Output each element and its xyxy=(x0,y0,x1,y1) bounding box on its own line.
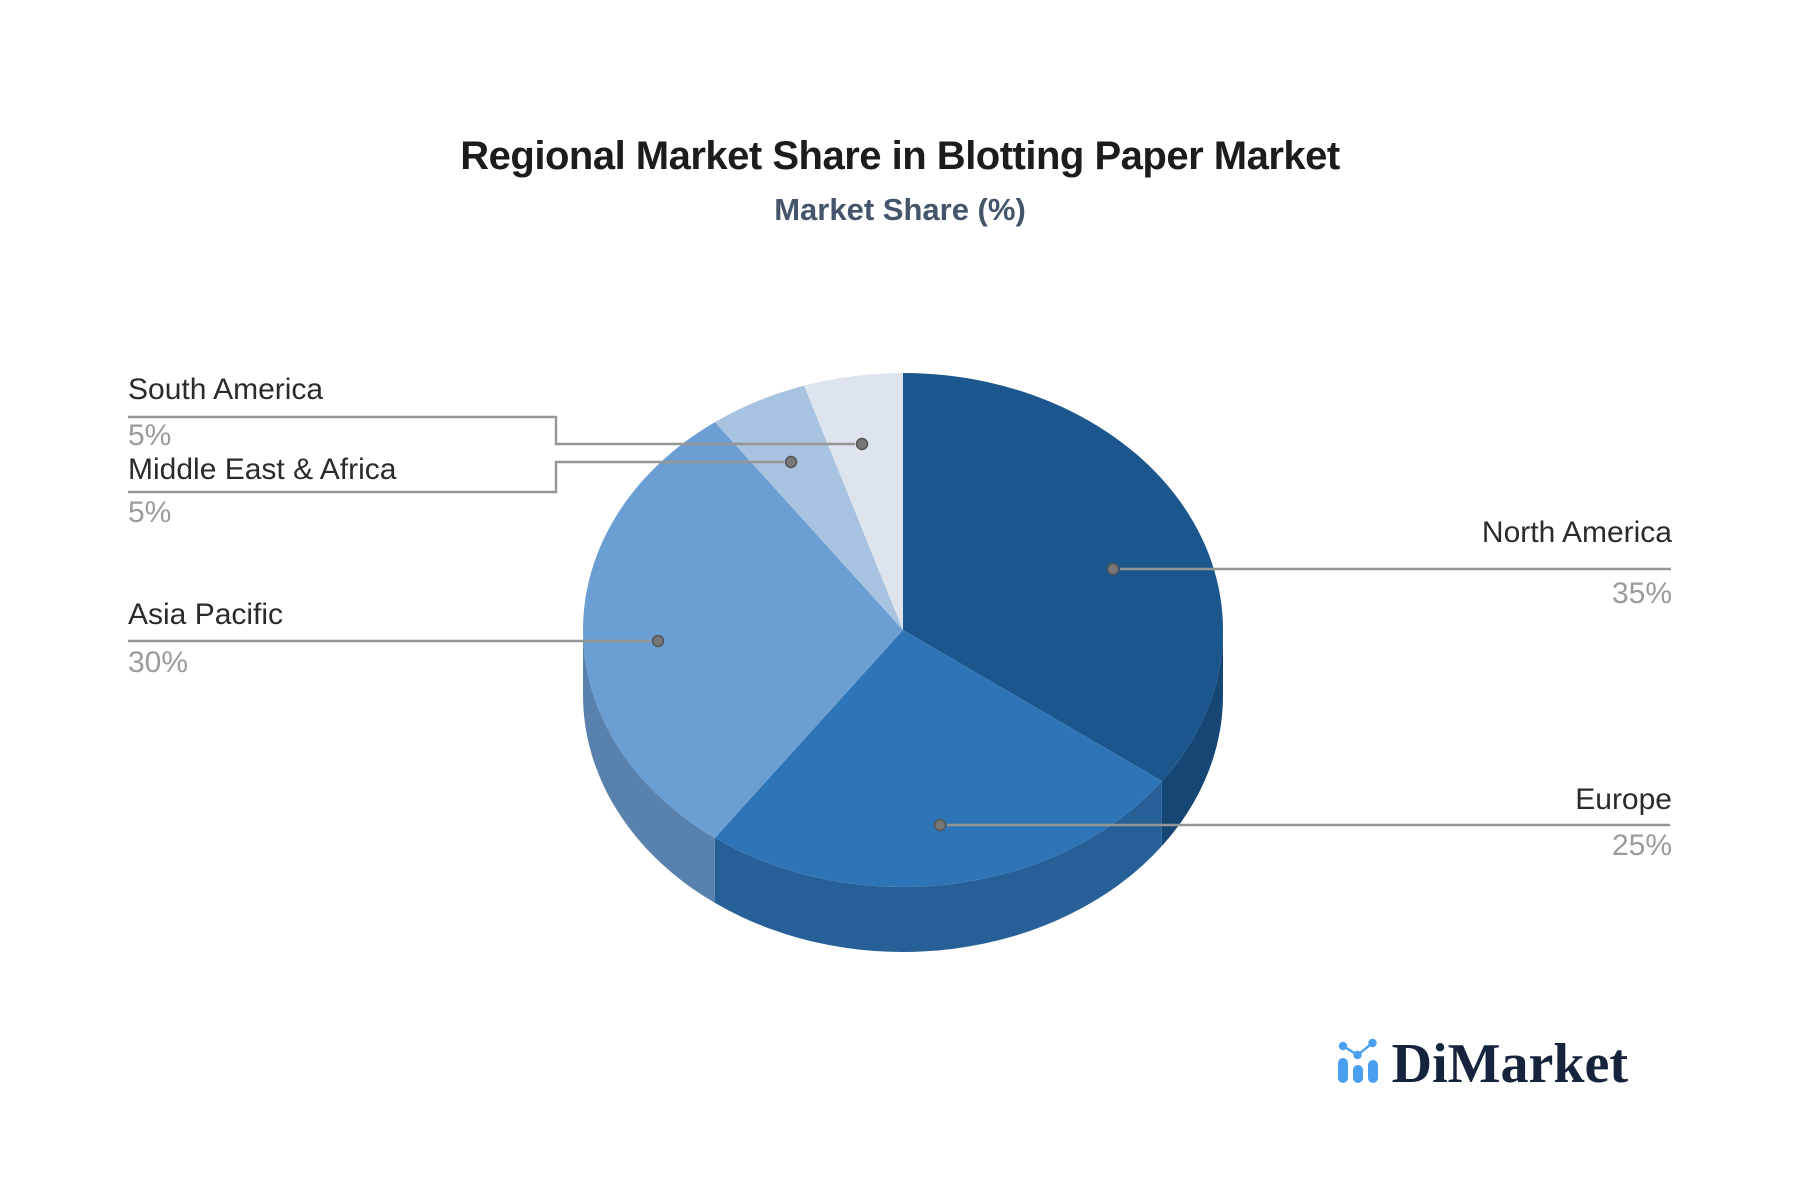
callout-label-south-america: South America xyxy=(128,373,324,406)
dimarket-logo: DiMarket xyxy=(1335,1036,1628,1092)
callout-value-asia-pacific: 30% xyxy=(128,646,189,679)
callout-label-north-america: North America xyxy=(1481,516,1672,549)
callout-value-south-america: 5% xyxy=(128,419,172,452)
callout-label-europe: Europe xyxy=(1575,783,1672,816)
callout-dot-middle-east-africa xyxy=(784,455,798,469)
callout-value-north-america: 35% xyxy=(1611,577,1672,610)
dimarket-logo-text: DiMarket xyxy=(1391,1033,1628,1095)
pie-slice-south-america[interactable] xyxy=(804,373,903,630)
callout-value-europe: 25% xyxy=(1611,829,1672,862)
callout-label-middle-east-africa: Middle East & Africa xyxy=(128,453,397,486)
callout-line-middle-east-africa xyxy=(128,460,784,494)
callout-dot-north-america xyxy=(1106,562,1120,576)
chart-subtitle: Market Share (%) xyxy=(774,192,1026,227)
callout-dot-europe xyxy=(933,818,947,832)
callout-line-south-america xyxy=(128,415,855,446)
callout-value-middle-east-africa: 5% xyxy=(128,496,172,529)
callout-dot-asia-pacific xyxy=(651,634,665,648)
bar-chart-logo-icon xyxy=(1337,1038,1378,1083)
pie-slice-side-asia-pacific xyxy=(583,630,715,903)
callout-label-asia-pacific: Asia Pacific xyxy=(128,598,284,631)
pie-slice-europe[interactable] xyxy=(714,630,1162,888)
pie-slice-side-europe xyxy=(714,781,1162,953)
callout-dot-south-america xyxy=(855,437,869,451)
pie-slice-side-north-america xyxy=(1161,630,1223,847)
pie-slice-asia-pacific[interactable] xyxy=(582,422,903,838)
pie-slice-middle-east-africa[interactable] xyxy=(714,385,903,630)
chart-title: Regional Market Share in Blotting Paper … xyxy=(460,134,1340,178)
pie-slice-north-america[interactable] xyxy=(903,373,1223,782)
